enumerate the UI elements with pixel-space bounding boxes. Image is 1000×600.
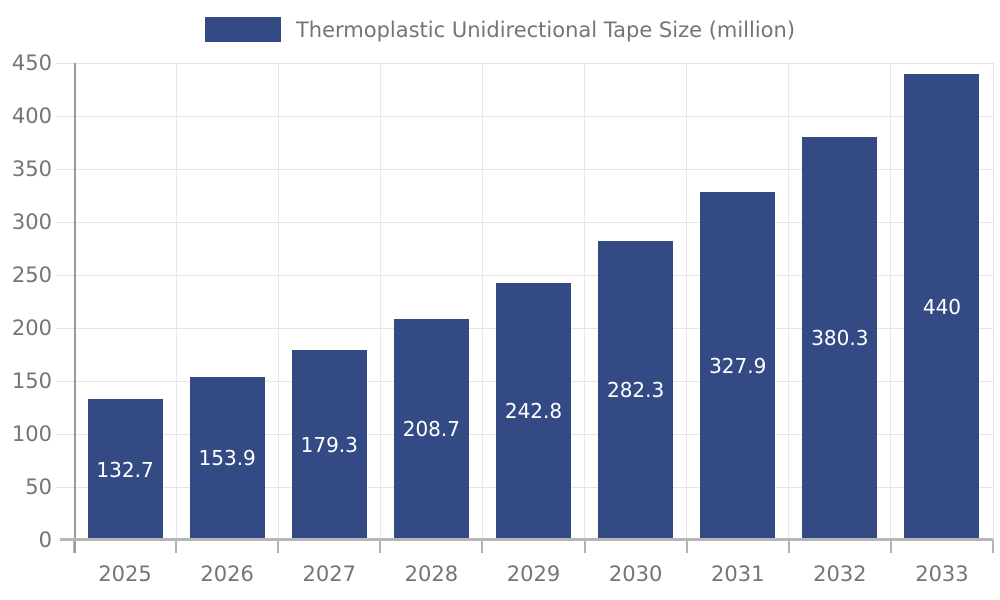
v-gridline-7 [788, 63, 790, 540]
v-gridline-1 [175, 63, 177, 540]
plot-area: 132.7 153.9 179.3 208.7 242.8 282.3 327.9 380.3… [12, 51, 994, 586]
x-axis-tick-label-2032: 2032 [813, 562, 867, 586]
x-axis-tick-5 [583, 540, 586, 553]
bar-value-label-2031: 327.9 [709, 354, 767, 379]
bar-value-label-2026: 153.9 [198, 446, 256, 471]
bar-2030[interactable]: 282.3 [598, 240, 674, 540]
x-axis-tick-6 [685, 540, 688, 553]
v-gridline-4 [481, 63, 483, 540]
legend-label: Thermoplastic Unidirectional Tape Size (… [295, 17, 796, 42]
v-gridline-9 [992, 63, 994, 540]
h-gridline-250 [56, 275, 993, 276]
h-gridline-300 [56, 222, 993, 223]
y-axis-tick-label-50: 50 [25, 475, 52, 499]
x-axis-tick-label-2028: 2028 [404, 562, 459, 586]
h-gridline-450 [56, 63, 993, 64]
x-axis-tick-1 [175, 540, 178, 553]
v-gridline-6 [686, 63, 688, 540]
bar-2029[interactable]: 242.8 [496, 282, 571, 540]
v-gridline-2 [277, 63, 279, 540]
y-axis-tick-label-0: 0 [38, 528, 52, 552]
bar-2033[interactable]: 440 [904, 73, 980, 540]
bar-2026[interactable]: 153.9 [189, 376, 265, 540]
x-axis-tick-label-2025: 2025 [98, 562, 152, 586]
x-axis-tick-label-2030: 2030 [608, 562, 663, 586]
y-axis-tick-label-450: 450 [11, 51, 52, 75]
bar-2028[interactable]: 208.7 [393, 318, 469, 540]
bar-2032[interactable]: 380.3 [802, 136, 878, 540]
x-axis-tick-9 [992, 540, 994, 553]
x-axis-tick-label-2029: 2029 [506, 562, 561, 586]
y-axis-tick-label-400: 400 [11, 104, 52, 128]
y-axis-tick-label-250: 250 [11, 263, 52, 287]
x-axis-baseline [60, 538, 993, 541]
bar-2027[interactable]: 179.3 [291, 349, 367, 540]
x-axis-tick-2 [277, 540, 280, 553]
x-axis-tick-4 [481, 540, 484, 553]
y-axis-line [74, 63, 76, 553]
y-axis-tick-label-300: 300 [11, 210, 52, 234]
x-axis-tick-label-2031: 2031 [710, 562, 765, 586]
v-gridline-5 [584, 63, 586, 540]
h-gridline-400 [56, 116, 993, 117]
bar-value-label-2028: 208.7 [402, 417, 460, 442]
y-axis-tick-label-150: 150 [11, 369, 52, 393]
bar-value-label-2033: 440 [922, 294, 962, 319]
x-axis-tick-label-2033: 2033 [915, 562, 969, 586]
x-axis-tick-8 [889, 540, 892, 553]
y-axis-tick-label-350: 350 [11, 157, 52, 181]
v-gridline-8 [890, 63, 892, 540]
x-axis-tick-7 [787, 540, 790, 553]
x-axis-tick-label-2026: 2026 [200, 562, 254, 586]
legend[interactable]: Thermoplastic Unidirectional Tape Size (… [0, 17, 1000, 42]
y-axis-tick-label-100: 100 [11, 422, 52, 446]
bar-value-label-2029: 242.8 [504, 399, 563, 424]
bar-2025[interactable]: 132.7 [87, 399, 163, 540]
bar-value-label-2027: 179.3 [300, 432, 358, 457]
y-axis-tick-label-200: 200 [11, 316, 52, 340]
h-gridline-350 [56, 169, 993, 170]
bar-2031[interactable]: 327.9 [700, 192, 776, 540]
bar-value-label-2030: 282.3 [606, 378, 665, 403]
v-gridline-3 [379, 63, 381, 540]
x-axis-tick-label-2027: 2027 [302, 562, 356, 586]
bar-value-label-2032: 380.3 [811, 326, 869, 351]
x-axis-tick-3 [379, 540, 382, 553]
legend-swatch-icon [204, 17, 281, 42]
bar-value-label-2025: 132.7 [96, 457, 154, 482]
